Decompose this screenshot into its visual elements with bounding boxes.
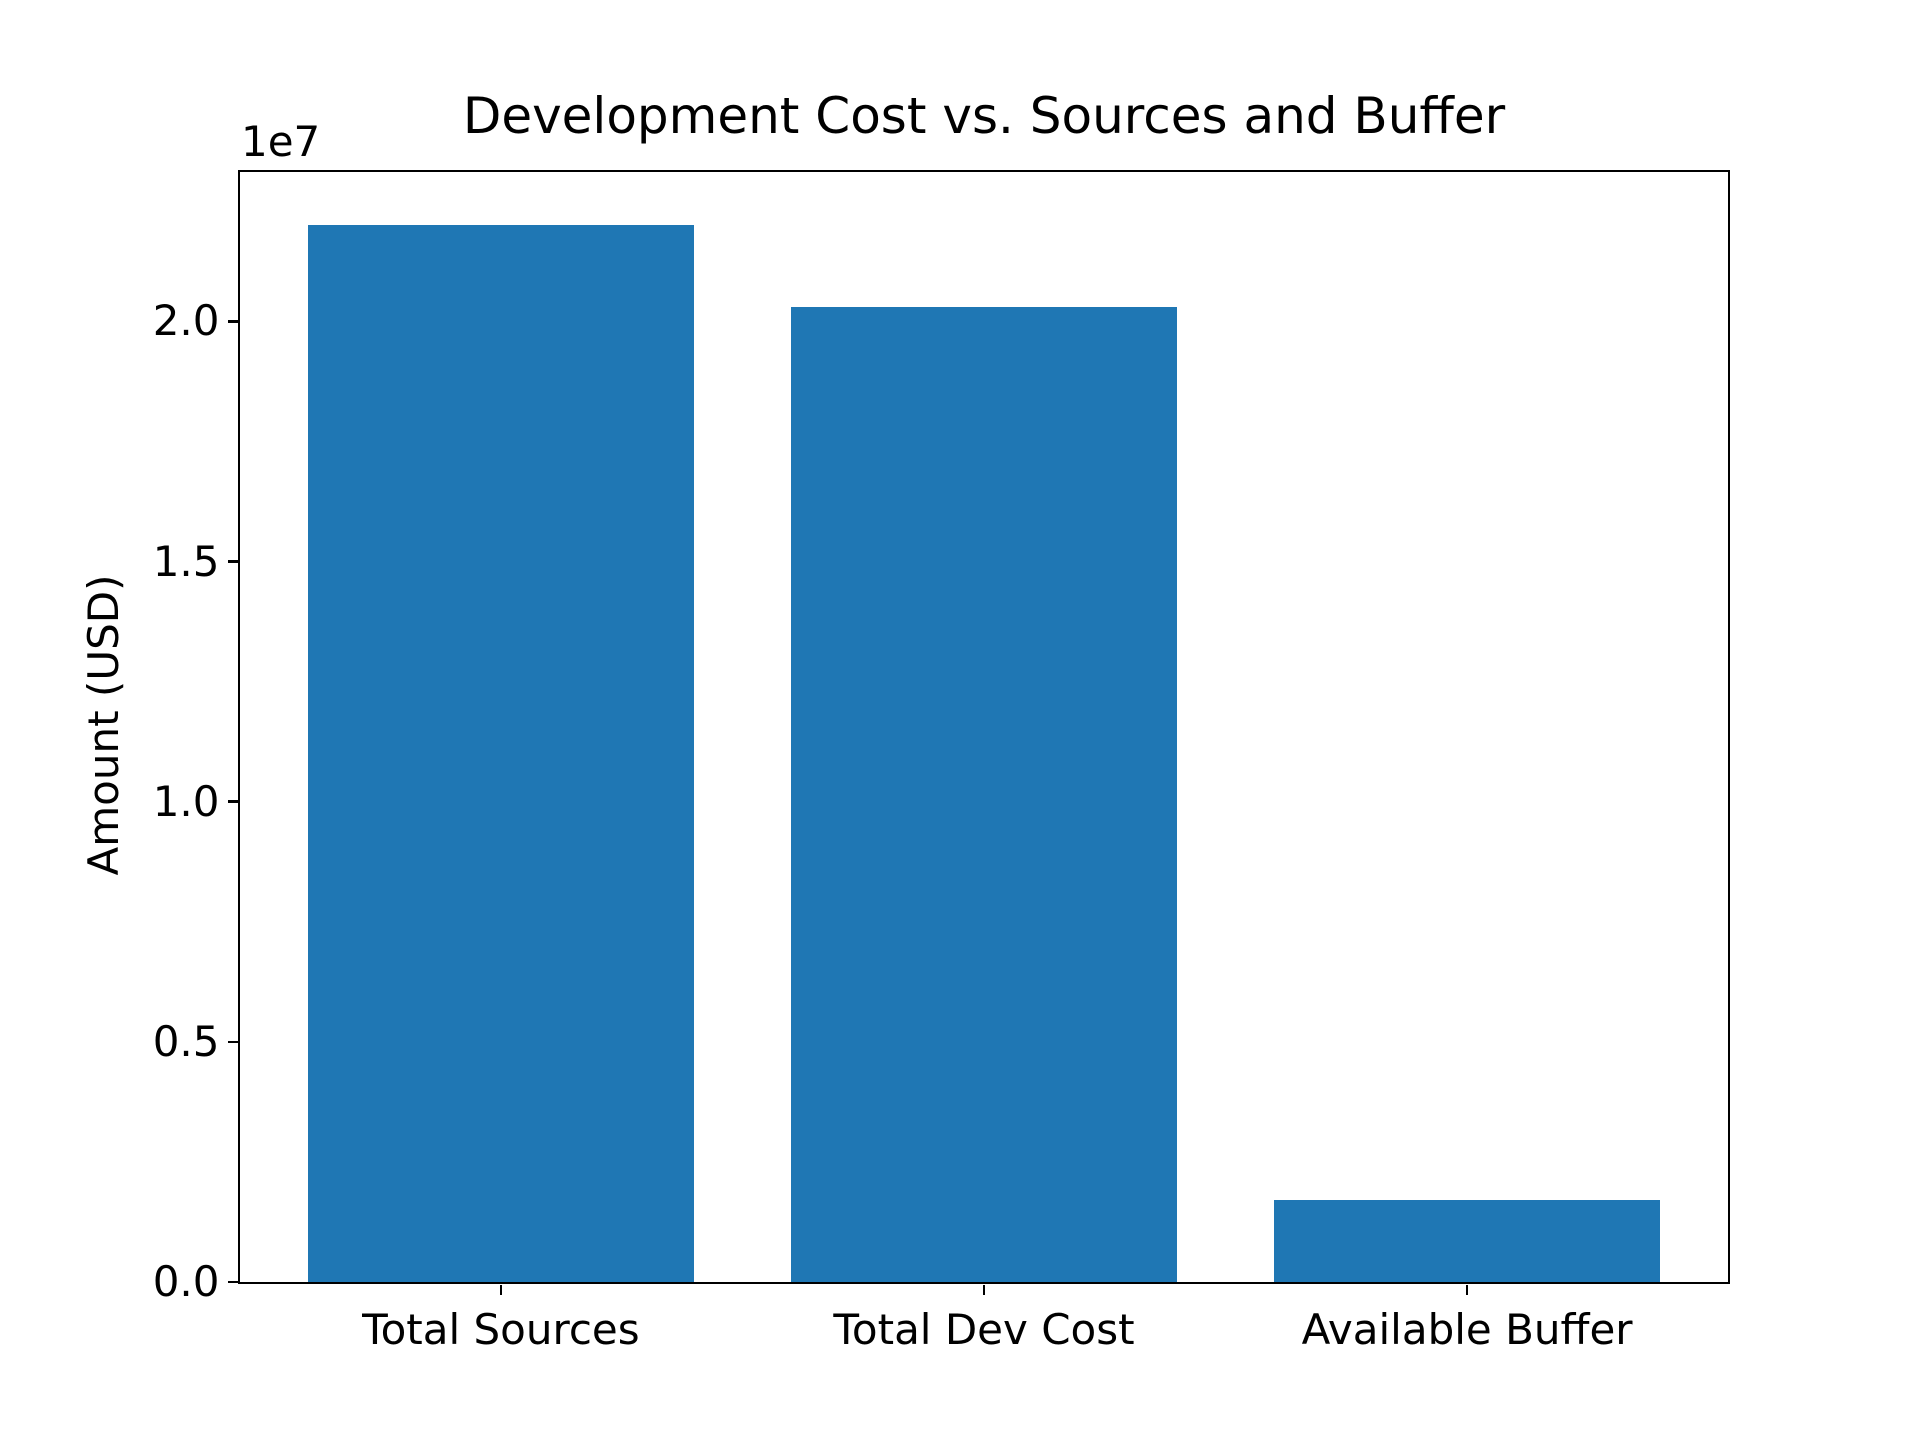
x-tick-label-total-dev-cost: Total Dev Cost xyxy=(833,1305,1135,1354)
y-tick-label-1.5: 1.5 xyxy=(152,536,220,586)
y-axis-label: Amount (USD) xyxy=(79,574,128,876)
bar-available-buffer xyxy=(1273,1200,1661,1282)
x-tick-mark xyxy=(1465,1284,1469,1295)
x-tick-mark xyxy=(499,1284,503,1295)
y-tick-mark xyxy=(227,560,238,563)
x-tick-label-total-sources: Total Sources xyxy=(362,1305,640,1354)
y-tick-label-0.5: 0.5 xyxy=(152,1016,220,1066)
chart-title: Development Cost vs. Sources and Buffer xyxy=(462,87,1506,145)
bar-total-dev-cost xyxy=(790,306,1178,1282)
y-tick-label-2.0: 2.0 xyxy=(152,296,220,346)
bar-total-sources xyxy=(307,225,695,1282)
y-tick-label-0.0: 0.0 xyxy=(152,1257,220,1306)
x-tick-label-available-buffer: Available Buffer xyxy=(1301,1305,1633,1354)
y-tick-mark xyxy=(227,320,238,323)
y-tick-label-1.0: 1.0 xyxy=(152,776,220,826)
y-tick-mark xyxy=(227,1040,238,1044)
y-axis-offset-text: 1e7 xyxy=(241,117,321,166)
x-tick-mark xyxy=(982,1284,986,1295)
y-tick-mark xyxy=(227,800,238,803)
y-tick-mark xyxy=(227,1280,238,1284)
